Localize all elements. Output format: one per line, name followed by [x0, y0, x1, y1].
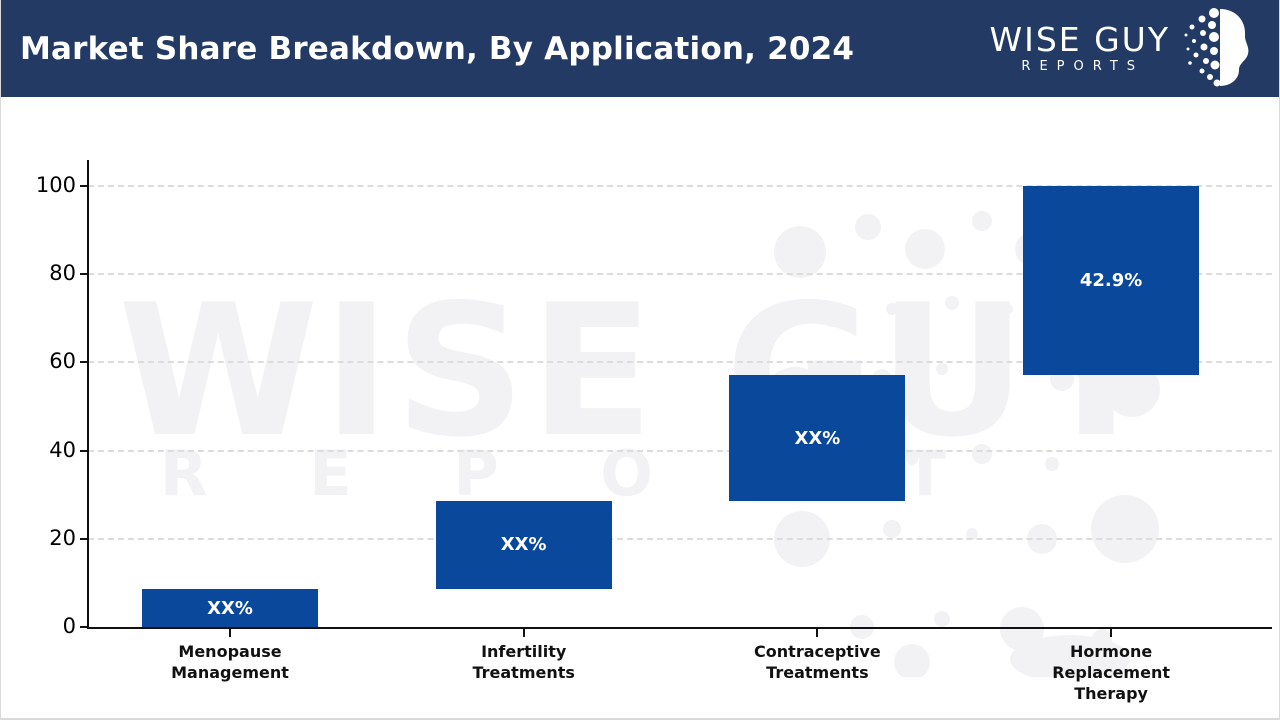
gridline [88, 537, 1272, 540]
x-category-label: Contraceptive Treatments [754, 642, 881, 683]
x-category-label: Menopause Management [171, 642, 289, 683]
bar-value-label: XX% [500, 534, 547, 556]
header-bar: Market Share Breakdown, By Application, … [0, 0, 1280, 97]
page-title: Market Share Breakdown, By Application, … [20, 30, 855, 67]
y-tick [80, 449, 88, 452]
x-category-label: Hormone Replacement Therapy [1052, 642, 1170, 704]
gridline [88, 449, 1272, 452]
gridline [88, 273, 1272, 276]
wiseguy-logo-subtitle: REPORTS [1021, 59, 1145, 74]
wiseguy-logo-text: WISE GUY REPORTS [989, 23, 1170, 74]
bar-segment: XX% [142, 589, 318, 627]
x-tick [522, 629, 525, 637]
gridline [88, 361, 1272, 364]
y-tick [80, 626, 88, 628]
x-axis-line [87, 627, 1272, 629]
watermark-wiseguy-text: WISE GUY [118, 265, 1167, 477]
y-tick-label: 40 [49, 437, 76, 462]
x-tick [816, 629, 819, 637]
x-category-label: Infertility Treatments [472, 642, 575, 683]
y-tick [80, 185, 88, 187]
bar-segment: XX% [729, 375, 906, 501]
y-tick-label: 60 [49, 349, 76, 374]
gridline [88, 185, 1272, 187]
y-tick [80, 361, 88, 364]
y-tick-label: 20 [49, 525, 76, 550]
y-tick [80, 537, 88, 540]
wiseguy-face-icon [1176, 5, 1254, 93]
chart-area: WISE GUY R E P O R T 0 20 40 60 80 100 XX% Meno… [0, 97, 1280, 720]
x-tick [1110, 629, 1113, 637]
y-tick-label: 100 [35, 173, 76, 197]
y-axis-line [87, 160, 89, 629]
bar-segment: XX% [435, 500, 612, 590]
y-tick-label: 0 [62, 614, 76, 638]
wiseguy-logo: WISE GUY REPORTS [989, 5, 1254, 93]
x-tick [229, 629, 231, 637]
y-tick [80, 273, 88, 276]
bar-value-label: XX% [794, 427, 841, 449]
wiseguy-logo-name: WISE GUY [989, 20, 1170, 59]
bar-segment: 42.9% [1023, 186, 1200, 376]
bar-value-label: XX% [207, 597, 253, 619]
y-tick-label: 80 [49, 261, 76, 286]
bar-value-label: 42.9% [1079, 270, 1143, 292]
